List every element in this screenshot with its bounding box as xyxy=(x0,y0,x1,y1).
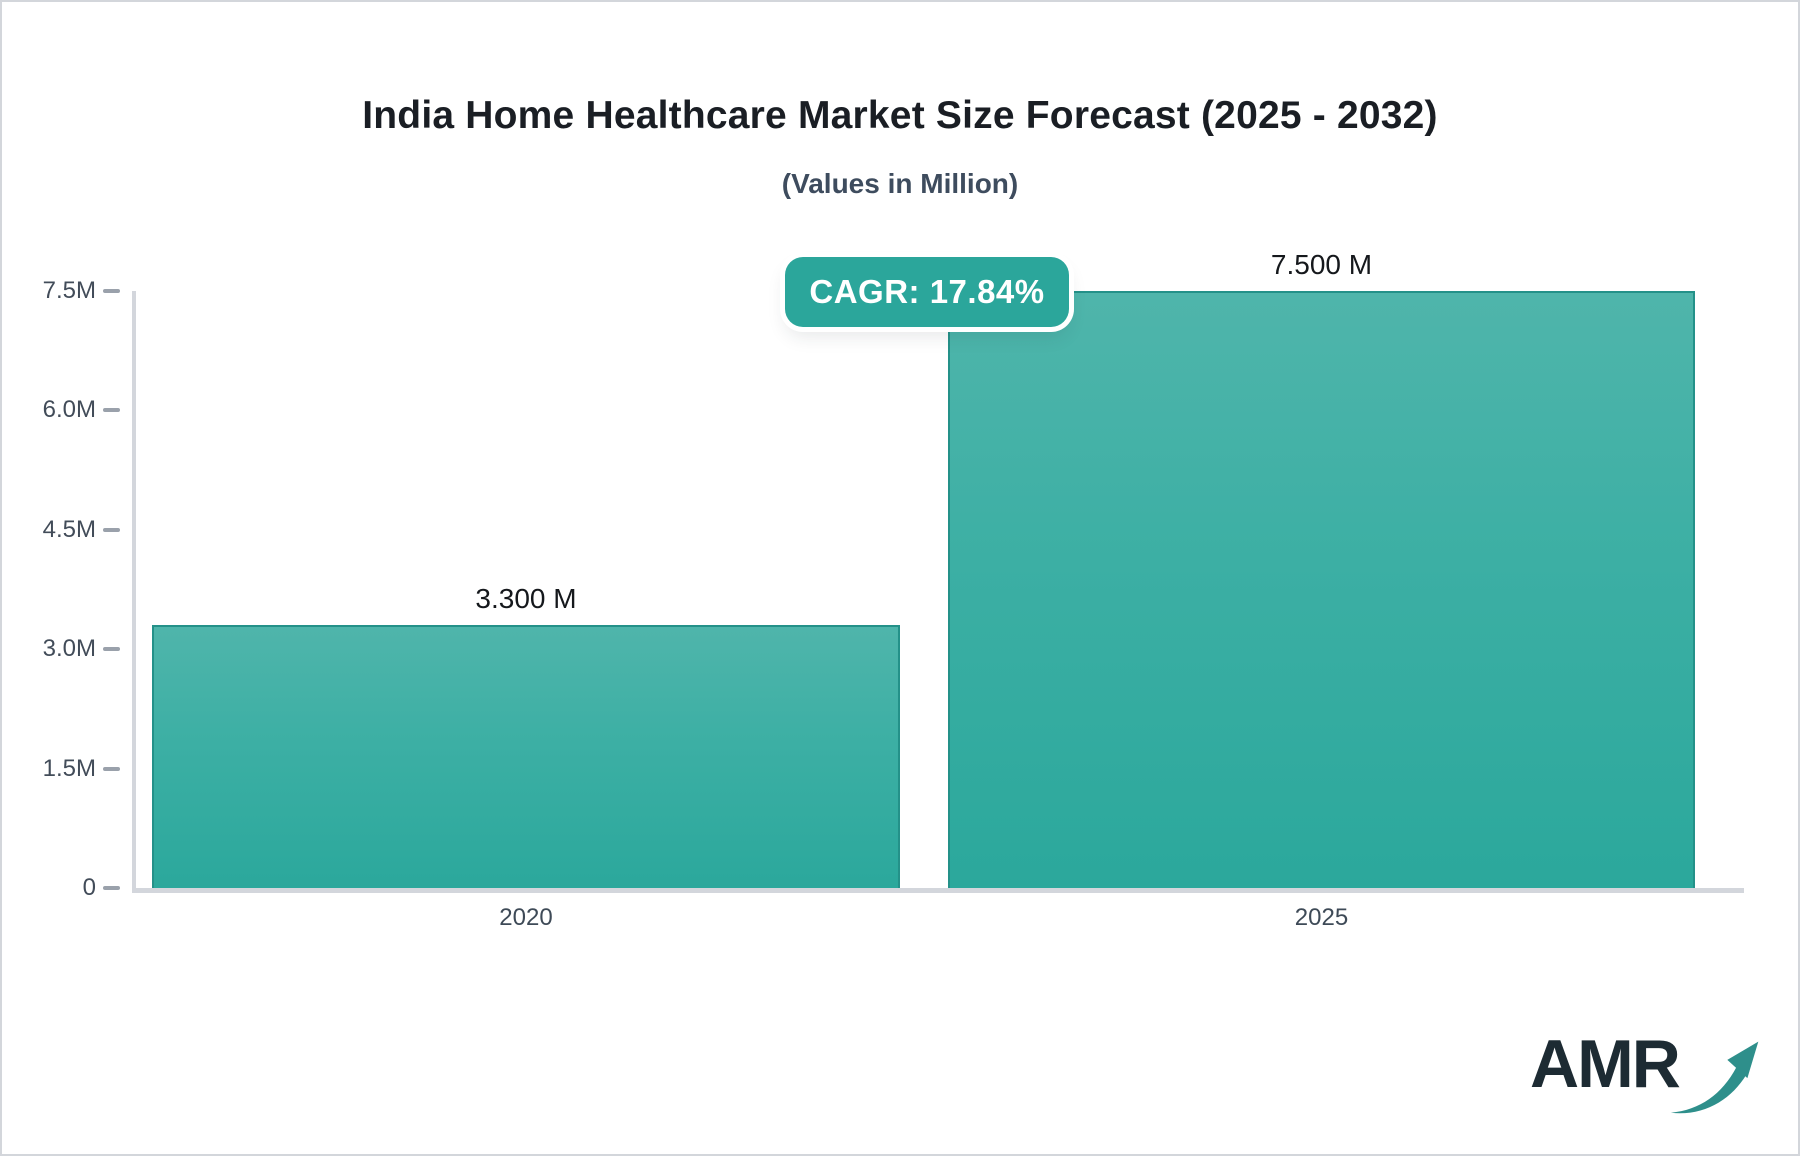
x-axis-line xyxy=(132,888,1744,893)
plot-area: 3.300 M 7.500 M xyxy=(132,249,1744,888)
chart-title: India Home Healthcare Market Size Foreca… xyxy=(362,94,1438,137)
y-axis-label: 7.5M xyxy=(42,277,96,304)
y-axis-tick-mark xyxy=(103,408,120,413)
bar-value-label: 3.300 M xyxy=(475,583,577,615)
y-axis-tick-mark xyxy=(103,527,120,532)
x-axis-label-2025: 2025 xyxy=(1294,904,1349,931)
y-axis-label: 0 xyxy=(82,874,96,901)
bar-value-label: 7.500 M xyxy=(1270,249,1373,280)
growth-arrow-icon xyxy=(1670,1041,1759,1114)
y-axis: 7.5M 6.0M 4.5M 3.0M 1.5M 0 xyxy=(2,277,132,901)
x-axis-label-2020: 2020 xyxy=(499,904,553,931)
y-axis-label: 4.5M xyxy=(42,515,96,543)
bar-2025: 7.500 M xyxy=(948,249,1695,888)
bar-fill xyxy=(152,625,900,888)
y-axis-tick-mark xyxy=(103,886,120,890)
y-axis-line xyxy=(132,291,136,889)
y-axis-tick-mark xyxy=(103,289,120,293)
y-axis-tick-mark xyxy=(103,647,120,652)
cagr-badge: CAGR: 17.84% xyxy=(785,257,1069,327)
bar-fill xyxy=(948,291,1695,888)
amr-logo: AMR xyxy=(1530,1030,1760,1116)
y-axis-tick-mark xyxy=(103,766,120,771)
bar-2020: 3.300 M xyxy=(152,583,900,888)
y-axis-label: 3.0M xyxy=(42,635,96,663)
chart-subtitle: (Values in Million) xyxy=(781,168,1019,199)
y-axis-label: 6.0M xyxy=(42,396,96,424)
amr-logo-text: AMR xyxy=(1530,1026,1681,1102)
y-axis-label: 1.5M xyxy=(42,754,96,782)
